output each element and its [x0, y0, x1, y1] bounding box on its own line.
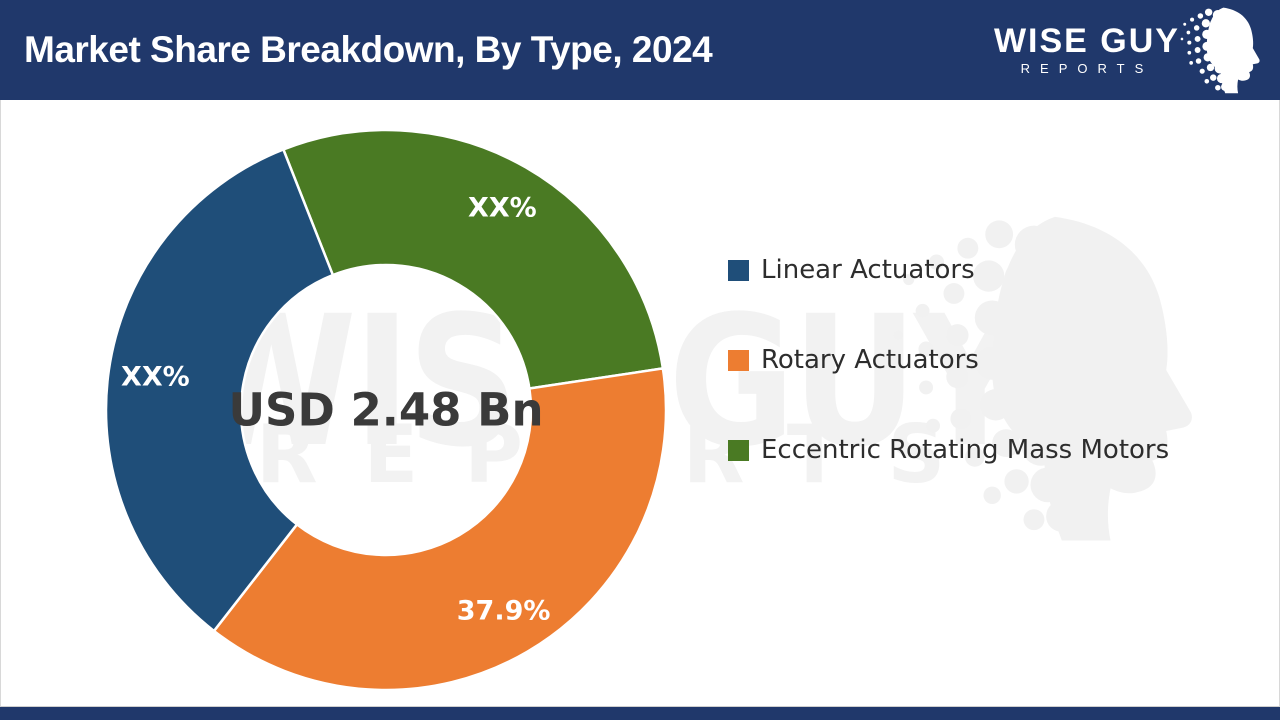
footer-bar [0, 707, 1280, 720]
chart-body: WISE GUY REPORTS USD 2.48 Bn XX%37.9%XX%… [0, 100, 1280, 707]
slice-label-1: 37.9% [457, 596, 551, 627]
legend: Linear Actuators Rotary Actuators Eccentri… [728, 255, 1170, 526]
legend-swatch-icon [728, 349, 749, 371]
legend-item: Rotary Actuators [728, 345, 1169, 375]
donut-center-value: USD 2.48 Bn [229, 384, 544, 437]
legend-label: Rotary Actuators [761, 345, 979, 375]
legend-swatch-icon [728, 259, 749, 281]
donut-slice-2 [282, 128, 665, 390]
logo-subtitle: REPORTS [1020, 61, 1154, 76]
wiseguy-logo: WISE GUY REPORTS [994, 4, 1262, 96]
slice-label-0: XX% [121, 361, 190, 392]
legend-item: Eccentric Rotating Mass Motors [728, 435, 1170, 465]
page-title: Market Share Breakdown, By Type, 2024 [24, 29, 713, 70]
legend-swatch-icon [728, 439, 749, 461]
slice-label-2: XX% [468, 193, 537, 224]
logo-text: WISE GUY REPORTS [994, 24, 1180, 76]
logo-wordmark: WISE GUY [993, 22, 1180, 60]
legend-label: Eccentric Rotating Mass Motors [761, 435, 1170, 465]
donut-slice-1 [212, 367, 668, 692]
legend-label: Linear Actuators [761, 255, 975, 285]
header: Market Share Breakdown, By Type, 2024 WI… [0, 0, 1280, 100]
legend-item: Linear Actuators [728, 255, 1169, 285]
donut-slice-0 [104, 148, 335, 633]
wiseguy-face-icon [1170, 4, 1262, 96]
donut-chart: USD 2.48 Bn XX% 37.9% XX% [104, 128, 668, 692]
